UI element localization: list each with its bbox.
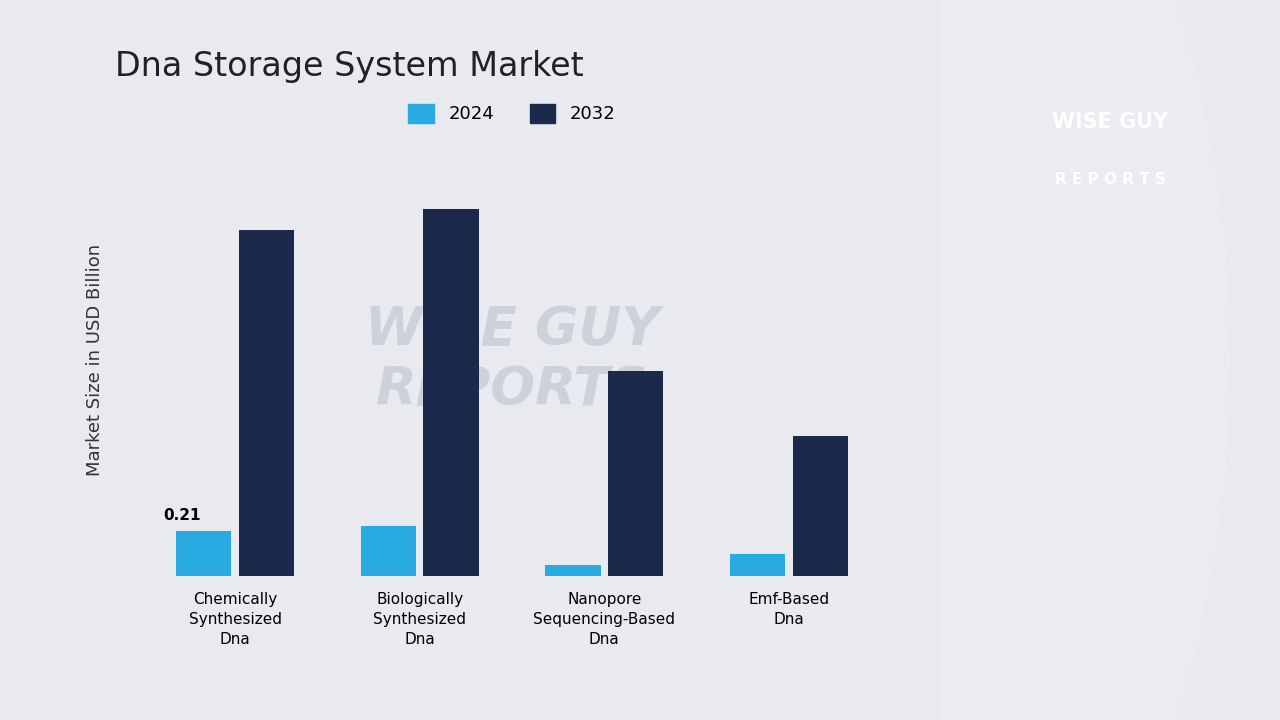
Bar: [424, 209, 479, 576]
Text: Dna Storage System Market: Dna Storage System Market: [115, 50, 584, 84]
Circle shape: [653, 0, 1229, 720]
Text: 0.21: 0.21: [163, 508, 201, 523]
Bar: [792, 436, 847, 576]
Text: WISE GUY
REPORTS: WISE GUY REPORTS: [365, 304, 659, 416]
Text: R E P O R T S: R E P O R T S: [1055, 173, 1166, 187]
Bar: [730, 554, 785, 576]
Bar: [361, 526, 416, 576]
Bar: [239, 230, 294, 576]
Bar: [545, 565, 600, 576]
Y-axis label: Market Size in USD Billion: Market Size in USD Billion: [86, 244, 104, 476]
Legend: 2024, 2032: 2024, 2032: [401, 97, 623, 130]
Text: WISE GUY: WISE GUY: [1052, 112, 1169, 132]
Bar: [177, 531, 232, 576]
Bar: [608, 371, 663, 576]
